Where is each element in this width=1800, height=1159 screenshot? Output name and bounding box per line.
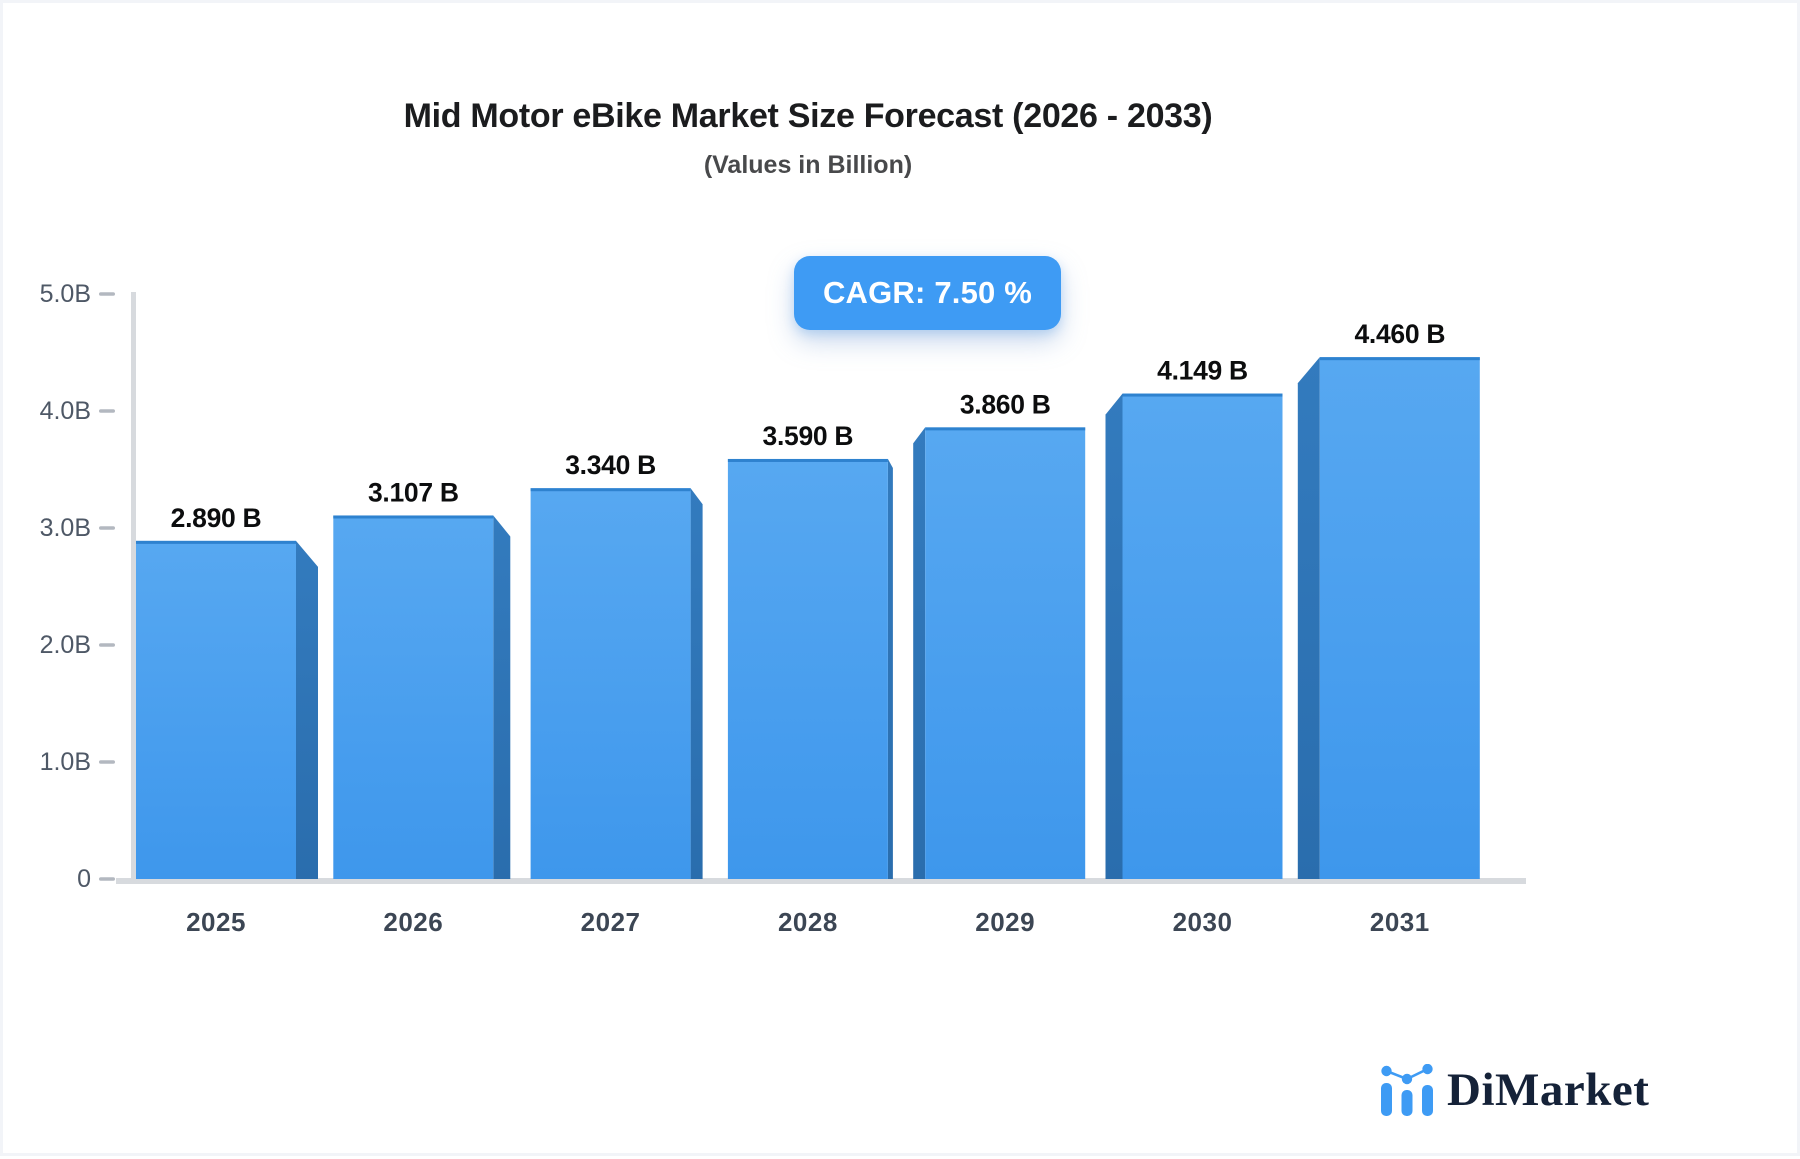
x-axis-label: 2027	[581, 907, 641, 937]
y-tick-dash	[99, 409, 115, 413]
x-axis-label: 2025	[186, 907, 246, 937]
bar-top-edge-2031	[1319, 357, 1480, 361]
bar-2029	[925, 427, 1086, 879]
bar-2030	[1122, 393, 1283, 879]
bar-value-label: 3.590 B	[763, 421, 854, 451]
y-tick-label: 2.0B	[40, 631, 91, 659]
bar-chart: 5.0B 4.0B 3.0B 2.0B 1.0B 0 2.890 B 2025 3.107 B 2…	[40, 280, 1526, 937]
y-tick-label: 0	[77, 865, 91, 893]
bar-value-label: 3.340 B	[565, 450, 656, 480]
bar-2027	[530, 488, 691, 879]
bar-side-face-2030	[1105, 393, 1123, 879]
cagr-badge-label: CAGR: 7.50 %	[822, 275, 1033, 310]
bar-side-face-2027	[690, 488, 703, 879]
bar-top-edge-2030	[1122, 393, 1283, 397]
bar-top-edge-2026	[333, 515, 494, 519]
y-axis-line	[131, 292, 136, 881]
cagr-badge: CAGR: 7.50 %	[794, 256, 1061, 330]
dimarket-logo-text: DiMarket	[1447, 1064, 1650, 1116]
x-axis-label: 2028	[778, 907, 838, 937]
bar-value-label: 4.149 B	[1157, 356, 1248, 386]
y-tick-dash	[99, 526, 115, 530]
bar-2031	[1319, 357, 1480, 879]
dimarket-logo: DiMarket	[1381, 1063, 1649, 1117]
bar-value-label: 4.460 B	[1354, 319, 1445, 349]
bar-2026	[333, 515, 494, 879]
bar-side-face-2025	[296, 540, 318, 879]
bar-2028	[727, 458, 888, 879]
y-tick-dash	[99, 877, 115, 881]
y-tick-dash	[99, 643, 115, 647]
y-tick-label: 4.0B	[40, 397, 91, 425]
y-tick-label: 3.0B	[40, 514, 91, 542]
bar-top-edge-2029	[925, 427, 1086, 431]
bar-side-face-2029	[913, 427, 926, 879]
y-tick-dash	[99, 292, 115, 296]
bar-top-edge-2027	[530, 488, 691, 492]
bar-value-label: 3.860 B	[960, 389, 1051, 419]
y-tick-dash	[99, 760, 115, 764]
x-axis-line	[116, 878, 1526, 884]
x-axis-label: 2030	[1173, 907, 1233, 937]
x-axis-label: 2026	[383, 907, 443, 937]
bar-value-label: 3.107 B	[368, 477, 459, 507]
bar-top-edge-2025	[136, 540, 296, 544]
bar-value-label: 2.890 B	[171, 503, 262, 533]
x-axis-label: 2029	[975, 907, 1035, 937]
x-axis-label: 2031	[1370, 907, 1430, 937]
page-subtitle: (Values in Billion)	[703, 151, 913, 179]
bar-2025	[136, 540, 296, 879]
bar-side-face-2031	[1297, 357, 1320, 879]
y-tick-label: 1.0B	[40, 748, 91, 776]
page-title: Mid Motor eBike Market Size Forecast (20…	[403, 97, 1213, 135]
bar-side-face-2026	[493, 515, 511, 879]
bar-side-face-2028	[887, 458, 893, 879]
bar-chart-logo-icon	[1381, 1064, 1433, 1116]
bar-top-edge-2028	[727, 458, 888, 462]
y-tick-label: 5.0B	[40, 280, 91, 308]
